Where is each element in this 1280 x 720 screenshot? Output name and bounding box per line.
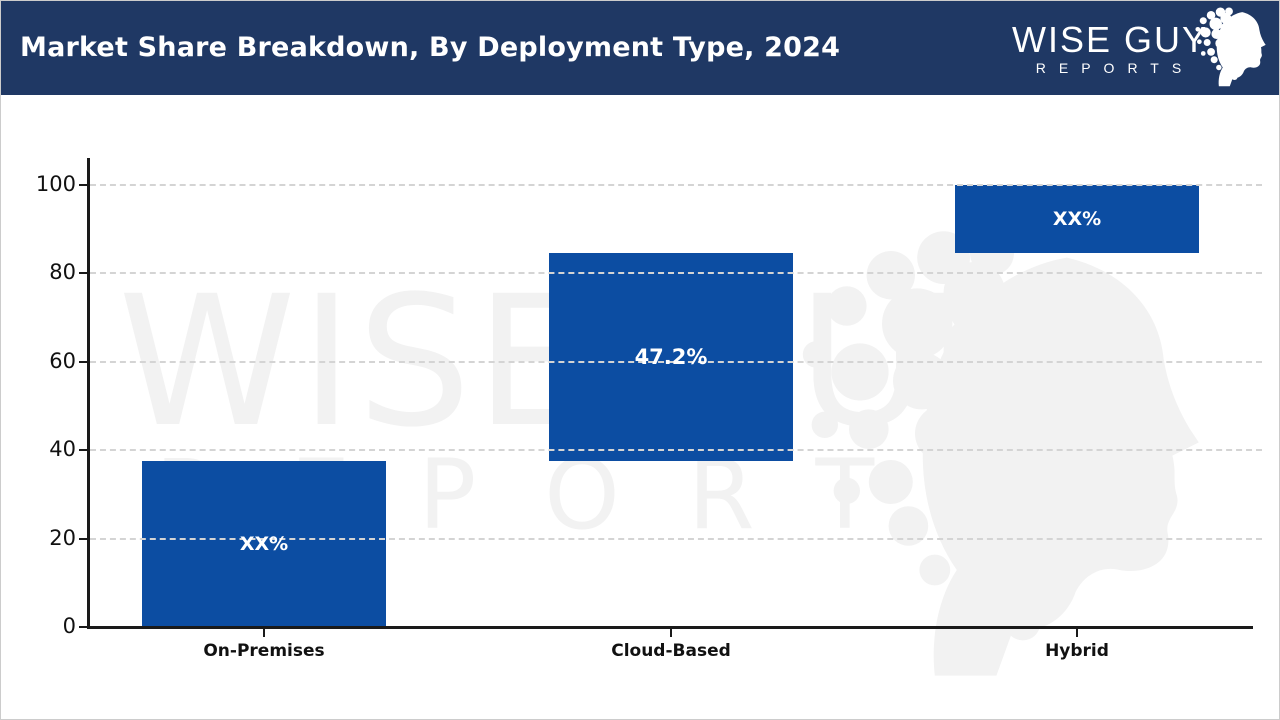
x-tick-label: Hybrid xyxy=(1045,641,1109,661)
bar-value-label: XX% xyxy=(1052,207,1102,230)
x-tick-label: Cloud-Based xyxy=(611,641,731,661)
y-axis-line xyxy=(87,158,90,629)
grid-line xyxy=(90,449,1262,452)
y-tick-label: 20 xyxy=(49,525,76,550)
x-axis-tick xyxy=(1076,629,1078,637)
y-axis-tick xyxy=(79,626,87,628)
x-axis-line xyxy=(87,626,1253,629)
wiseguy-logo-name: WISE GUY xyxy=(1011,18,1208,60)
y-tick-label: 60 xyxy=(49,348,76,373)
y-tick-label: 0 xyxy=(62,614,76,638)
y-axis-tick xyxy=(79,537,87,540)
bar-on-premises xyxy=(142,461,386,627)
bar-hybrid xyxy=(955,185,1199,253)
y-tick-label: 100 xyxy=(35,172,76,196)
bar-value-label: 47.2% xyxy=(634,344,708,369)
bar-cloud-based xyxy=(549,252,793,462)
y-axis-tick xyxy=(79,272,87,275)
grid-line xyxy=(90,272,1262,275)
grid-line xyxy=(90,537,1262,540)
wiseguy-logo-reports: REPORTS xyxy=(1035,59,1195,76)
grid-line xyxy=(90,184,1262,186)
y-axis-tick xyxy=(79,184,87,186)
x-tick-label: On-Premises xyxy=(203,641,325,661)
x-axis-tick xyxy=(670,629,672,637)
y-axis-tick xyxy=(79,360,87,363)
y-tick-label: 80 xyxy=(49,260,76,285)
wiseguy-logo-text: WISE GUY REPORTS xyxy=(1011,18,1208,76)
grid-line xyxy=(90,360,1262,363)
wiseguy-head-icon xyxy=(1190,5,1268,91)
wiseguy-logo: WISE GUY REPORTS xyxy=(1012,2,1268,94)
chart-title: Market Share Breakdown, By Deployment Ty… xyxy=(20,32,841,63)
x-axis-tick xyxy=(263,629,265,637)
header-bar: Market Share Breakdown, By Deployment Ty… xyxy=(0,0,1280,95)
y-tick-label: 40 xyxy=(49,437,76,462)
y-axis-tick xyxy=(79,449,87,452)
bar-value-label: XX% xyxy=(239,533,289,556)
